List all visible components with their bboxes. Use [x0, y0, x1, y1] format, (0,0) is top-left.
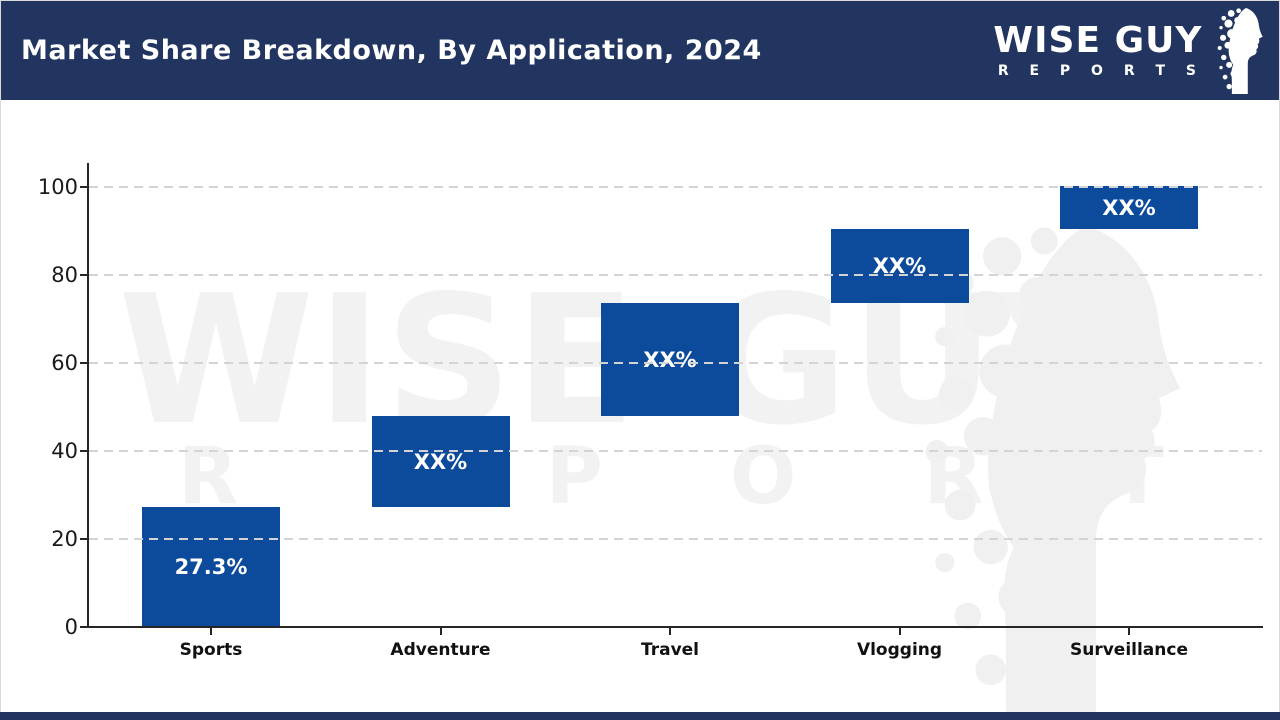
x-tick-label-travel: Travel — [640, 640, 700, 660]
bar-travel: XX% — [601, 303, 739, 416]
y-tick-mark-40 — [80, 450, 87, 452]
x-tick-label-adventure: Adventure — [390, 640, 491, 660]
y-tick-label-60: 60 — [51, 351, 78, 375]
y-tick-label-40: 40 — [51, 439, 78, 463]
y-tick-mark-100 — [80, 186, 87, 188]
x-tick-label-sports: Sports — [179, 640, 243, 660]
x-tick-mark-sports — [210, 628, 212, 635]
gridline-100 — [89, 186, 1262, 188]
x-axis-line — [87, 626, 1263, 628]
bar-value-label: XX% — [413, 449, 468, 474]
y-tick-mark-80 — [80, 274, 87, 276]
gridline-40 — [89, 450, 1262, 452]
header-bar: Market Share Breakdown, By Application, … — [0, 0, 1280, 100]
y-tick-mark-60 — [80, 362, 87, 364]
brand-logo-name: WISE GUY — [993, 19, 1203, 61]
gridline-20 — [89, 538, 1262, 540]
bar-adventure: XX% — [371, 416, 510, 507]
brand-logo-text: WISE GUY R E P O R T S — [992, 19, 1204, 79]
x-tick-mark-surveillance — [1128, 628, 1130, 635]
brand-logo: WISE GUY R E P O R T S — [992, 6, 1280, 94]
bar-sports: 27.3% — [142, 507, 280, 627]
bar-vlogging: XX% — [830, 229, 969, 303]
bar-surveillance: XX% — [1060, 186, 1198, 229]
bar-value-label: XX% — [643, 347, 697, 372]
brand-logo-head-icon — [1217, 8, 1263, 94]
gridline-80 — [89, 274, 1262, 276]
y-tick-label-80: 80 — [51, 263, 78, 287]
x-tick-mark-travel — [669, 628, 671, 635]
x-tick-label-vlogging: Vlogging — [856, 640, 943, 660]
gridline-60 — [89, 362, 1262, 364]
y-tick-label-0: 0 — [64, 615, 78, 639]
y-tick-mark-20 — [80, 538, 87, 540]
y-axis-line — [87, 163, 89, 628]
brand-logo-subtitle: R E P O R T S — [997, 62, 1204, 79]
x-tick-label-surveillance: Surveillance — [1069, 640, 1188, 660]
chart-title: Market Share Breakdown, By Application, … — [21, 34, 762, 66]
watermark-head-icon — [925, 225, 1181, 712]
y-tick-label-100: 100 — [37, 175, 78, 199]
bar-value-label: 27.3% — [174, 555, 248, 579]
x-tick-mark-adventure — [439, 628, 442, 635]
x-tick-mark-vlogging — [898, 628, 901, 635]
bar-value-label: XX% — [1102, 195, 1156, 220]
y-tick-label-20: 20 — [51, 527, 78, 551]
footer-bar — [0, 712, 1280, 720]
y-tick-mark-0 — [80, 626, 87, 628]
